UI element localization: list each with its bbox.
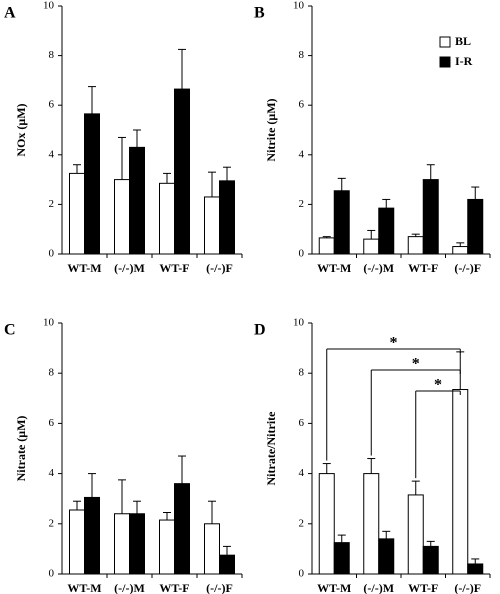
bar [452,389,469,575]
y-tick-label: 2 [49,198,55,210]
bar [378,207,395,255]
x-tick-label: WT-F [159,261,189,275]
x-tick-label: (-/-)M [363,581,394,594]
y-tick-label: 6 [299,99,305,111]
x-tick-label: WT-F [408,581,438,594]
bar [159,519,175,575]
y-tick-label: 0 [299,568,305,580]
bar [422,545,439,575]
y-tick-label: 4 [49,148,55,160]
significance-label: * [412,356,420,373]
y-tick-label: 4 [49,467,55,479]
y-tick-label: 2 [299,517,305,529]
bar [69,172,85,255]
bar [174,483,190,575]
x-tick-label: (-/-)F [206,261,233,275]
bar [219,554,235,575]
bar [129,513,145,575]
x-tick-label: WT-M [317,581,351,594]
bar [318,237,335,255]
bar [174,88,190,255]
legend-label: BL [455,34,471,48]
bar [333,190,350,255]
y-tick-label: 8 [49,49,55,61]
bar [363,238,380,255]
bar [407,236,424,255]
x-tick-label: (-/-)M [114,261,145,275]
y-tick-label: 6 [299,417,305,429]
y-axis-label: Nitrate (μM) [14,416,28,482]
x-tick-label: WT-F [159,581,189,594]
y-tick-label: 10 [293,317,305,329]
y-axis-label: Nitrite (μM) [264,98,278,161]
bar [378,538,395,575]
y-tick-label: 4 [299,467,305,479]
y-tick-label: 0 [49,248,55,260]
bar [159,182,175,255]
bar [129,146,145,255]
legend-swatch [439,36,451,48]
bar [204,523,220,575]
bar [114,179,130,255]
y-axis-label: Nitrate/Nitrite [264,411,278,486]
y-tick-label: 0 [49,568,55,580]
x-tick-label: (-/-)F [454,261,481,275]
legend-label: I-R [455,54,473,68]
x-tick-label: (-/-)M [363,261,394,275]
bar [84,496,100,575]
bar [69,509,85,575]
x-tick-label: (-/-)M [114,581,145,594]
x-tick-label: WT-M [67,581,101,594]
y-tick-label: 2 [49,517,55,529]
y-tick-label: 10 [43,0,55,12]
y-tick-label: 8 [299,367,305,379]
y-tick-label: 0 [299,248,305,260]
y-tick-label: 6 [49,99,55,111]
bar [467,563,484,575]
bar [318,473,335,575]
x-tick-label: WT-M [67,261,101,275]
x-tick-label: WT-M [317,261,351,275]
y-tick-label: 6 [49,417,55,429]
y-tick-label: 4 [299,148,305,160]
bar [363,473,380,575]
x-tick-label: (-/-)F [454,581,481,594]
y-tick-label: 2 [299,198,305,210]
legend-swatch [439,56,451,68]
bar [84,113,100,255]
y-tick-label: 10 [43,317,55,329]
bar [452,246,469,255]
panel-label: B [254,5,265,22]
bar [467,198,484,255]
significance-label: * [390,335,398,352]
bar [114,513,130,575]
y-axis-label: NOx (μM) [14,103,28,156]
bar [219,180,235,255]
y-tick-label: 8 [49,367,55,379]
panel-label: C [4,322,16,339]
bar [333,542,350,575]
bar [422,179,439,255]
y-tick-label: 10 [293,0,305,12]
x-tick-label: (-/-)F [206,581,233,594]
y-tick-label: 8 [299,49,305,61]
significance-label: * [434,377,442,394]
panel-label: A [4,5,16,22]
panel-label: D [254,322,266,339]
bar [407,494,424,575]
x-tick-label: WT-F [408,261,438,275]
bar [204,196,220,255]
